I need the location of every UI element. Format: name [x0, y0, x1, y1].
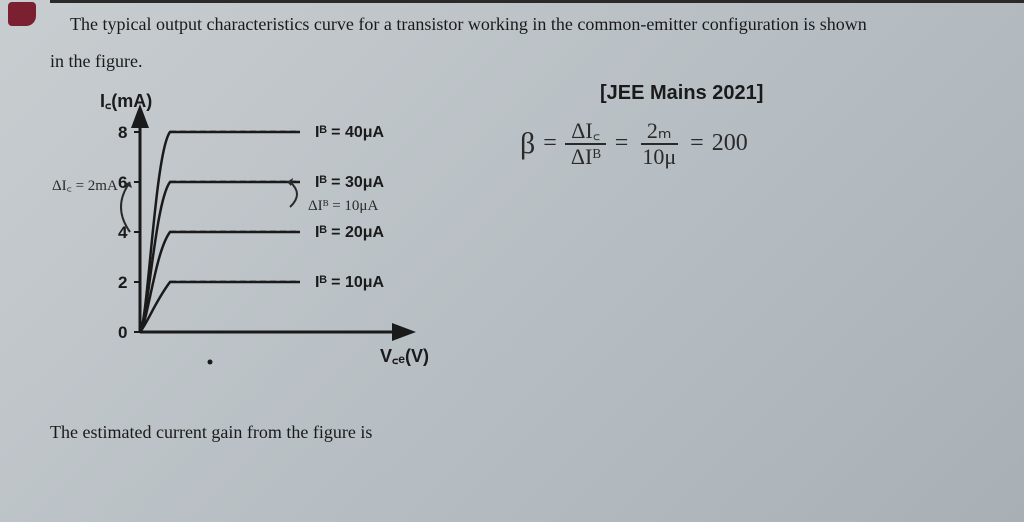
fraction-dic-dib: ΔI꜀ ΔIᴮ: [565, 119, 607, 169]
output-characteristics-chart: I꜀(mA)V꜀ₑ(V)02468Iᴮ = 40μAIᴮ = 30μAIᴮ = …: [50, 82, 460, 392]
svg-text:8: 8: [118, 123, 127, 142]
page-content: The typical output characteristics curve…: [0, 0, 1024, 453]
svg-text:Iᴮ = 40μA: Iᴮ = 40μA: [315, 124, 385, 141]
exam-tag: [JEE Mains 2021]: [600, 82, 994, 105]
content-row: I꜀(mA)V꜀ₑ(V)02468Iᴮ = 40μAIᴮ = 30μAIᴮ = …: [50, 82, 994, 392]
frac2-num: 2ₘ: [641, 119, 678, 145]
equals-1: =: [543, 130, 557, 157]
beta-symbol: β: [520, 127, 535, 161]
question-line1: The typical output characteristics curve…: [70, 10, 994, 39]
question-line2: in the figure.: [50, 47, 994, 76]
svg-text:I꜀(mA): I꜀(mA): [100, 91, 152, 111]
chart-column: I꜀(mA)V꜀ₑ(V)02468Iᴮ = 40μAIᴮ = 30μAIᴮ = …: [50, 82, 480, 392]
svg-text:V꜀ₑ(V): V꜀ₑ(V): [380, 346, 429, 366]
beta-formula: β = ΔI꜀ ΔIᴮ = 2ₘ 10μ = 200: [520, 119, 994, 169]
svg-text:2: 2: [118, 273, 127, 292]
svg-text:ΔIᴮ = 10μA: ΔIᴮ = 10μA: [308, 198, 378, 214]
right-column: [JEE Mains 2021] β = ΔI꜀ ΔIᴮ = 2ₘ 10μ = …: [480, 82, 994, 392]
svg-text:Iᴮ = 10μA: Iᴮ = 10μA: [315, 274, 385, 291]
equals-3: =: [690, 130, 704, 157]
svg-text:ΔI꜀ = 2mA: ΔI꜀ = 2mA: [52, 178, 118, 194]
chart-svg: I꜀(mA)V꜀ₑ(V)02468Iᴮ = 40μAIᴮ = 30μAIᴮ = …: [50, 82, 460, 392]
question-bottom: The estimated current gain from the figu…: [50, 422, 994, 443]
svg-text:0: 0: [118, 323, 127, 342]
frac2-den: 10μ: [636, 145, 682, 169]
fraction-values: 2ₘ 10μ: [636, 119, 682, 169]
beta-result: 200: [712, 130, 748, 157]
top-rule: [50, 0, 1024, 3]
question-icon: [8, 2, 36, 26]
svg-text:Iᴮ = 20μA: Iᴮ = 20μA: [315, 224, 385, 241]
svg-text:Iᴮ = 30μA: Iᴮ = 30μA: [315, 174, 385, 191]
frac1-den: ΔIᴮ: [565, 145, 607, 169]
equals-2: =: [615, 130, 629, 157]
frac1-num: ΔI꜀: [565, 119, 606, 145]
